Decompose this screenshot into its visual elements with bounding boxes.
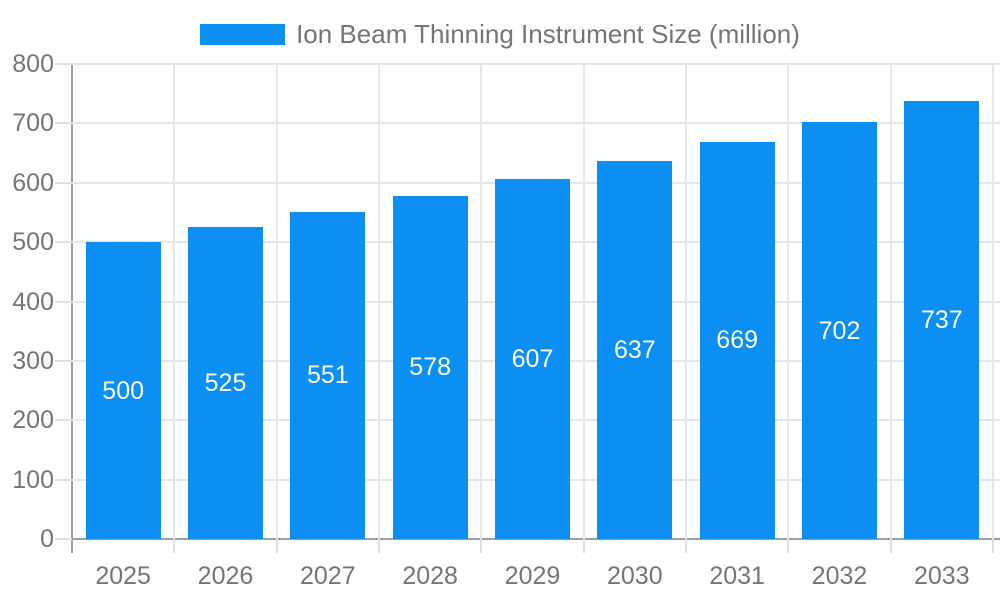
bar[interactable] [188,227,263,539]
bar-value-label: 578 [409,353,452,382]
y-tick [55,300,72,303]
bar-value-label: 737 [920,306,963,335]
y-tick-label: 0 [40,525,54,553]
bar[interactable] [290,211,366,539]
x-tick-label: 2029 [504,562,561,590]
v-gridline [992,64,994,539]
x-tick-label: 2031 [709,562,765,590]
y-tick-label: 200 [12,406,54,435]
y-tick-label: 800 [12,50,54,78]
plot-area: 0 100 200 300 400 500 600 700 800 500 2025 525 2026 5… [12,50,1000,590]
v-gridline [685,64,687,539]
h-gridline [72,63,1000,65]
bar-value-label: 525 [204,369,247,398]
x-tick-label: 2026 [197,562,254,590]
bar[interactable] [85,242,161,539]
y-tick [55,478,72,481]
bar[interactable] [802,122,877,539]
y-tick [55,419,72,422]
v-gridline [889,64,892,539]
y-tick [55,538,72,540]
v-gridline [480,64,483,539]
y-tick-label: 300 [12,346,54,375]
x-tick-label: 2028 [402,562,458,590]
x-tick [480,539,483,553]
v-gridline [275,64,278,539]
bar[interactable] [495,178,570,539]
y-tick [55,181,72,184]
y-tick-label: 700 [12,109,54,138]
bar-value-label: 669 [716,326,759,355]
x-axis-line [72,538,1000,540]
y-tick [55,359,72,362]
y-axis-line [71,64,73,553]
bar[interactable] [392,195,468,539]
x-tick-label: 2033 [914,562,970,590]
v-gridline [582,64,585,539]
y-tick-label: 500 [12,228,54,257]
bar-value-label: 551 [306,361,349,390]
x-tick [378,539,380,553]
x-tick [685,539,687,553]
bar[interactable] [699,141,775,539]
y-tick-label: 100 [12,465,54,494]
legend-swatch [200,23,286,45]
v-gridline [173,64,176,539]
x-tick [889,539,892,553]
bar[interactable] [597,160,673,539]
y-tick [55,122,72,125]
chart-legend[interactable]: Ion Beam Thinning Instrument Size (milli… [0,18,1000,50]
bar[interactable] [904,101,980,539]
bar-value-label: 702 [818,316,861,345]
bar-value-label: 500 [102,376,145,405]
y-tick [55,241,72,244]
v-gridline [378,64,380,539]
x-tick [582,539,585,553]
bar-value-label: 607 [511,344,554,373]
x-tick-label: 2027 [300,562,356,590]
x-tick [275,539,278,553]
x-tick-label: 2025 [95,562,151,590]
x-tick [787,539,790,553]
x-tick-label: 2032 [811,562,868,590]
bar-value-label: 637 [613,335,656,364]
legend-label: Ion Beam Thinning Instrument Size (milli… [296,19,800,49]
y-tick-label: 600 [12,168,54,197]
x-tick-label: 2030 [607,562,663,590]
x-tick [992,539,994,553]
h-gridline [72,122,1000,125]
x-tick [173,539,176,553]
v-gridline [787,64,790,539]
y-tick [55,63,72,65]
y-tick-label: 400 [12,287,54,316]
